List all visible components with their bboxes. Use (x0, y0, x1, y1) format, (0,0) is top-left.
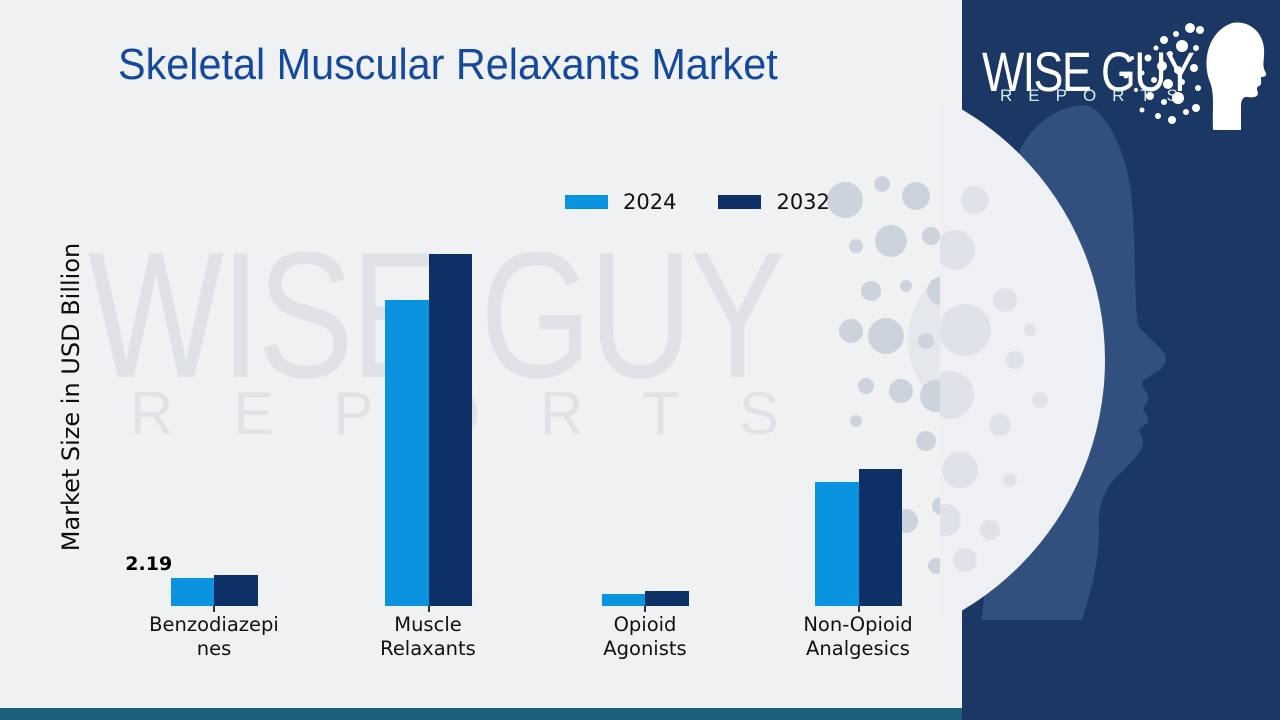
x-tick (213, 606, 215, 612)
brand-wordmark: WISE GUY (982, 40, 1195, 103)
legend-swatch-2032 (718, 195, 762, 209)
bar-2024-0 (170, 578, 214, 606)
bar-2032-3 (858, 469, 902, 606)
bar-2024-1 (385, 299, 429, 606)
legend-label-2032: 2032 (776, 190, 830, 214)
category-label-non-opioid-analgesics: Non-Opioid Analgesics (803, 613, 913, 660)
category-label-opioid-agonists: Opioid Agonists (603, 613, 687, 660)
category-label-muscle-relaxants: Muscle Relaxants (380, 613, 476, 660)
bar-2032-0 (214, 575, 258, 606)
brand-subtext: REPORTS (1000, 86, 1194, 105)
legend-item-2032: 2032 (718, 190, 830, 214)
legend-item-2024: 2024 (565, 190, 676, 214)
legend-swatch-2024 (565, 195, 608, 209)
bar-2032-1 (428, 254, 472, 606)
legend: 2024 2032 (565, 190, 830, 214)
bar-2032-2 (645, 590, 689, 606)
brand-head-icon (1123, 22, 1267, 131)
bar-2024-3 (815, 482, 859, 606)
footer-bar (0, 708, 962, 720)
x-tick (428, 606, 430, 612)
x-tick (644, 606, 646, 612)
x-tick (858, 606, 860, 612)
category-label-benzodiazepines: Benzodiazepines (149, 613, 279, 660)
bar-2024-2 (601, 593, 645, 606)
page-title: Skeletal Muscular Relaxants Market (118, 40, 778, 89)
legend-label-2024: 2024 (623, 190, 677, 214)
value-label-2024-0: 2.19 (125, 553, 173, 576)
